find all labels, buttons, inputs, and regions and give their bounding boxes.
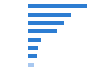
Bar <box>28 54 37 58</box>
Bar <box>28 21 64 25</box>
Bar <box>28 63 34 67</box>
Bar <box>28 38 41 42</box>
Bar <box>28 29 57 33</box>
Bar <box>28 46 38 50</box>
Bar <box>28 13 71 17</box>
Bar <box>28 4 87 8</box>
